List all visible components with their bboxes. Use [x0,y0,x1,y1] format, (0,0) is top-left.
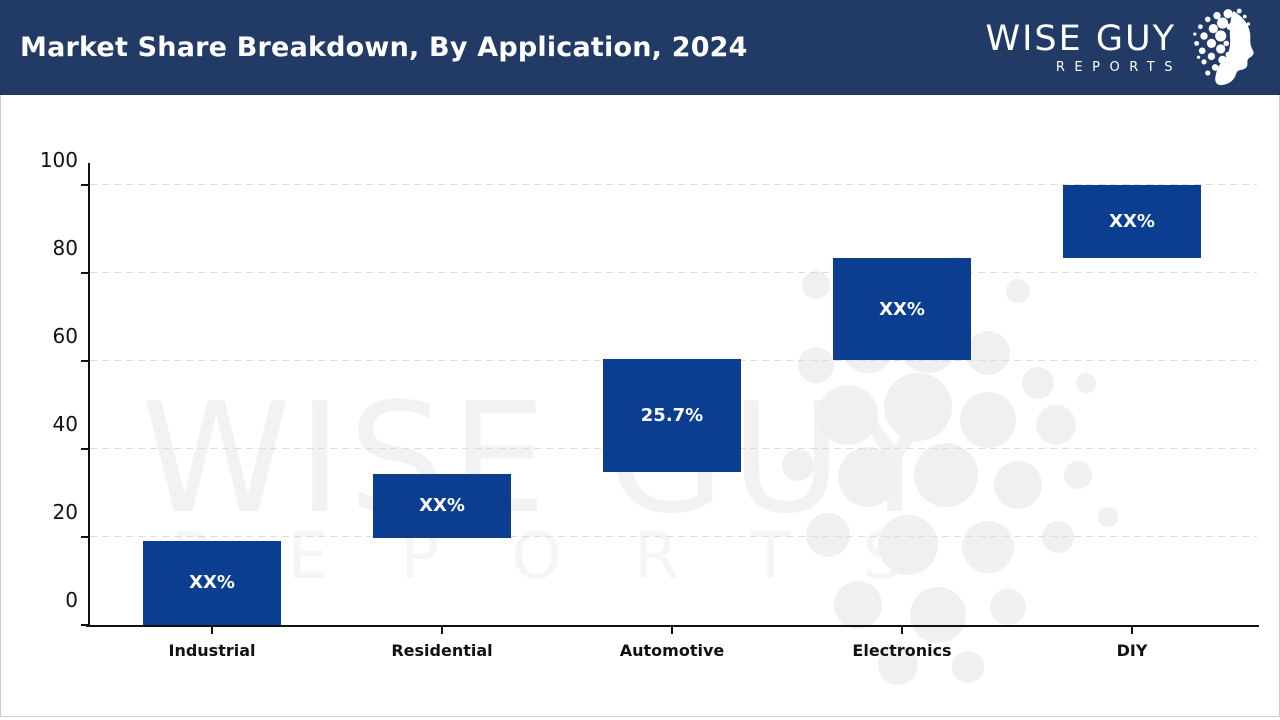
plot-area: 0 20 40 60 80 100 XX% Industrial XX% Residential 2… [40,148,1259,660]
y-tick-mark [81,448,88,450]
gridline-y-100 [90,184,1257,185]
brand-logo: WISE GUY REPORTS [985,6,1254,90]
x-tick-mark [671,627,673,634]
y-tick-mark [81,360,88,362]
y-tick-mark [81,272,88,274]
gridline-y-20 [90,536,1257,537]
y-tick-label: 100 [39,148,78,172]
x-axis-spine [86,625,1259,627]
header-bar: Market Share Breakdown, By Application, … [0,0,1280,95]
x-tick-label-automotive: Automotive [619,641,725,660]
dotted-head-icon [1193,8,1254,85]
y-tick-label: 40 [52,412,78,436]
x-tick-label-diy: DIY [1116,641,1148,660]
x-tick-label-industrial: Industrial [168,641,256,660]
brand-name: WISE GUY [985,18,1176,59]
x-tick-mark [901,627,903,634]
bar-electronics: XX% [833,258,971,361]
x-tick-label-residential: Residential [391,641,493,660]
y-tick-label: 0 [65,588,78,612]
y-tick-label: 80 [52,236,78,260]
chart-canvas: WISE GUY R E P O R T S 0 20 40 60 80 100 XX% In… [0,95,1280,717]
y-tick-label: 60 [52,324,78,348]
brand-logo-text: WISE GUY REPORTS [985,18,1176,74]
bar-industrial: XX% [143,540,281,625]
y-tick-mark [81,184,88,186]
y-tick-mark [81,624,88,626]
y-tick-mark [81,536,88,538]
bar-value-label: XX% [879,298,925,320]
bar-value-label: XX% [419,495,465,517]
gridline-y-80 [90,272,1257,273]
watermark-text-secondary: R E P O R T S [171,520,930,594]
y-axis-spine [88,163,90,627]
x-tick-mark [1131,627,1133,634]
brand-subname: REPORTS [1055,59,1182,75]
page-title: Market Share Breakdown, By Application, … [20,32,748,63]
bar-automotive: 25.7% [603,359,741,473]
x-tick-mark [441,627,443,634]
y-tick-label: 20 [52,500,78,524]
bar-value-label: XX% [189,572,235,594]
bar-diy: XX% [1063,185,1201,259]
x-tick-mark [211,627,213,634]
x-tick-label-electronics: Electronics [852,641,952,660]
bar-residential: XX% [373,474,511,538]
bar-value-label: XX% [1109,211,1155,233]
bar-value-label: 25.7% [640,405,704,427]
